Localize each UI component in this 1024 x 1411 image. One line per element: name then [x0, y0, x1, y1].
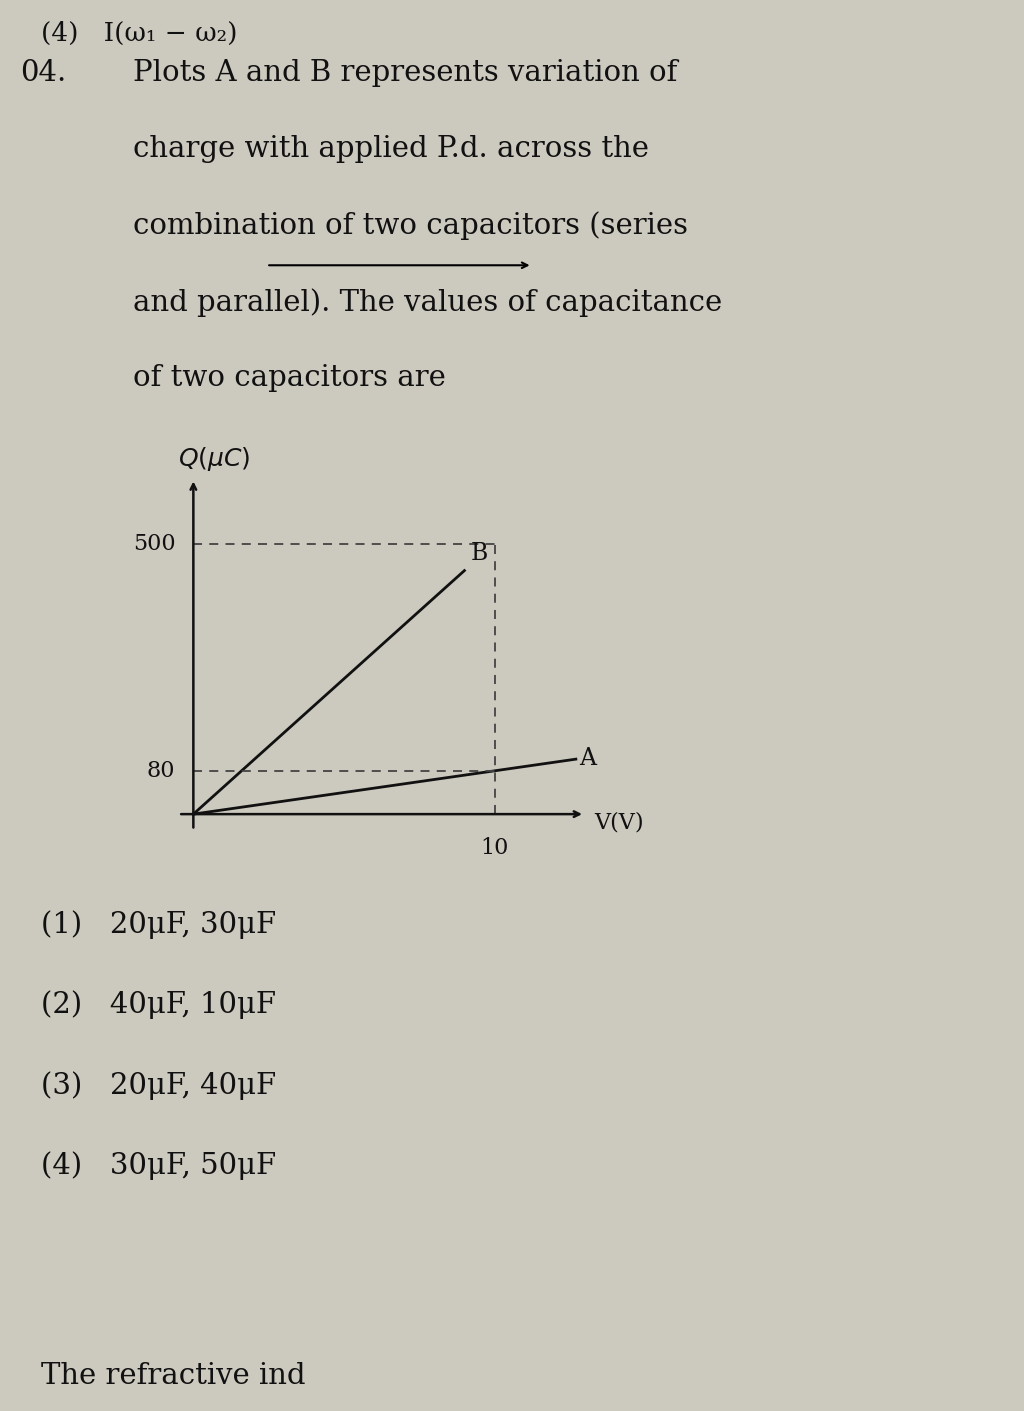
Text: (3)   20μF, 40μF: (3) 20μF, 40μF: [41, 1071, 276, 1099]
Text: charge with applied P.d. across the: charge with applied P.d. across the: [133, 135, 649, 164]
Text: V(V): V(V): [594, 811, 643, 834]
Text: combination of two capacitors (series: combination of two capacitors (series: [133, 212, 688, 240]
Text: 500: 500: [133, 532, 175, 555]
Text: 04.: 04.: [20, 59, 67, 87]
Text: of two capacitors are: of two capacitors are: [133, 364, 446, 392]
Text: The refractive ind: The refractive ind: [41, 1362, 305, 1390]
Text: $Q(\mu C)$: $Q(\mu C)$: [178, 444, 251, 473]
Text: 10: 10: [480, 837, 509, 859]
Text: (4)   30μF, 50μF: (4) 30μF, 50μF: [41, 1151, 276, 1180]
Text: B: B: [470, 542, 487, 564]
Text: (2)   40μF, 10μF: (2) 40μF, 10μF: [41, 991, 276, 1019]
Text: (4)   I(ω₁ − ω₂): (4) I(ω₁ − ω₂): [41, 21, 238, 47]
Text: Plots A and B represents variation of: Plots A and B represents variation of: [133, 59, 678, 87]
Text: A: A: [579, 746, 596, 769]
Text: and parallel). The values of capacitance: and parallel). The values of capacitance: [133, 288, 722, 316]
Text: (1)   20μF, 30μF: (1) 20μF, 30μF: [41, 910, 276, 938]
Text: 80: 80: [146, 761, 175, 782]
